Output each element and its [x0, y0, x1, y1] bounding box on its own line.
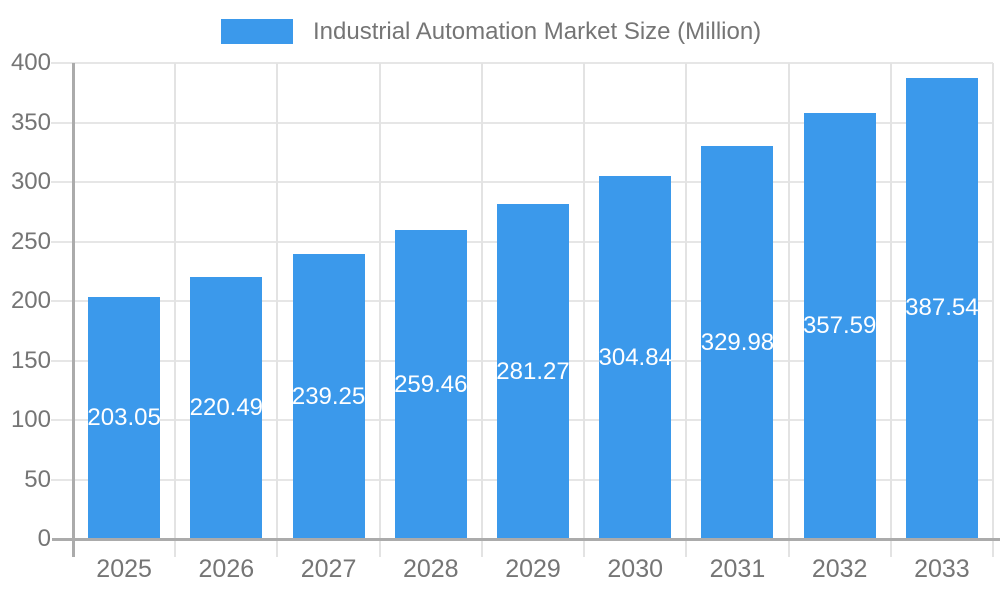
gridline-vertical	[378, 63, 381, 539]
bar-value-label: 203.05	[87, 404, 161, 432]
y-axis-tick-label: 300	[10, 168, 51, 195]
y-axis-tick-label: 50	[24, 465, 51, 493]
gridline-vertical	[276, 63, 279, 539]
y-axis-line	[72, 63, 75, 557]
x-axis-tick-label: 2025	[96, 555, 152, 583]
x-axis-tick	[480, 540, 483, 557]
x-axis-tick-label: 2026	[198, 555, 255, 583]
bar	[905, 77, 978, 538]
gridline-vertical	[174, 63, 177, 539]
x-axis-tick-label: 2027	[300, 555, 357, 583]
x-axis-tick	[685, 540, 688, 557]
x-axis-tick-label: 2032	[811, 555, 868, 583]
x-axis-tick-label: 2033	[914, 555, 970, 583]
bar-value-label: 239.25	[291, 382, 366, 410]
gridline-horizontal	[51, 121, 993, 124]
bar-value-label: 357.59	[802, 312, 877, 340]
bar	[803, 113, 876, 538]
gridline-vertical	[992, 63, 994, 539]
x-axis-tick	[992, 540, 994, 557]
gridline-vertical	[889, 63, 892, 539]
gridline-vertical	[685, 63, 688, 539]
x-axis-tick	[583, 540, 586, 557]
y-axis-tick-label: 400	[10, 49, 51, 76]
bar	[599, 176, 672, 538]
bar	[88, 297, 161, 538]
y-axis-tick-label: 0	[37, 525, 51, 552]
y-axis-tick-label: 350	[10, 108, 51, 136]
bar-value-label: 387.54	[905, 294, 979, 322]
bar-value-label: 259.46	[394, 370, 468, 398]
gridline-vertical	[787, 63, 790, 539]
bar	[701, 146, 774, 538]
y-axis-tick-label: 100	[10, 406, 51, 433]
legend: Industrial Automation Market Size (Milli…	[221, 17, 762, 45]
y-axis-tick-label: 250	[10, 227, 51, 255]
x-axis-tick	[276, 540, 279, 557]
y-axis-tick-label: 150	[10, 346, 51, 374]
bar-value-label: 281.27	[496, 357, 570, 385]
gridline-horizontal	[51, 181, 993, 183]
x-axis-tick-label: 2029	[505, 555, 561, 583]
bar-value-label: 329.98	[700, 328, 775, 356]
x-axis-tick	[889, 540, 892, 557]
bar	[190, 276, 263, 538]
x-axis-tick-label: 2030	[607, 555, 664, 583]
x-axis-tick	[787, 540, 790, 557]
bar-value-label: 220.49	[189, 393, 264, 421]
legend-label: Industrial Automation Market Size (Milli…	[313, 17, 762, 45]
x-axis-tick-label: 2031	[709, 555, 766, 583]
x-axis-line	[52, 538, 1000, 541]
x-axis-tick	[174, 540, 177, 557]
gridline-vertical	[583, 63, 586, 539]
bar	[497, 204, 569, 538]
bar	[292, 254, 365, 538]
gridline-vertical	[480, 63, 483, 539]
x-axis-tick-label: 2028	[402, 555, 459, 583]
x-axis-tick	[378, 540, 381, 557]
y-axis-tick-label: 200	[10, 287, 51, 314]
legend-swatch	[221, 19, 293, 44]
gridline-horizontal	[51, 62, 993, 64]
bar	[394, 230, 467, 538]
bar-value-label: 304.84	[598, 343, 672, 371]
